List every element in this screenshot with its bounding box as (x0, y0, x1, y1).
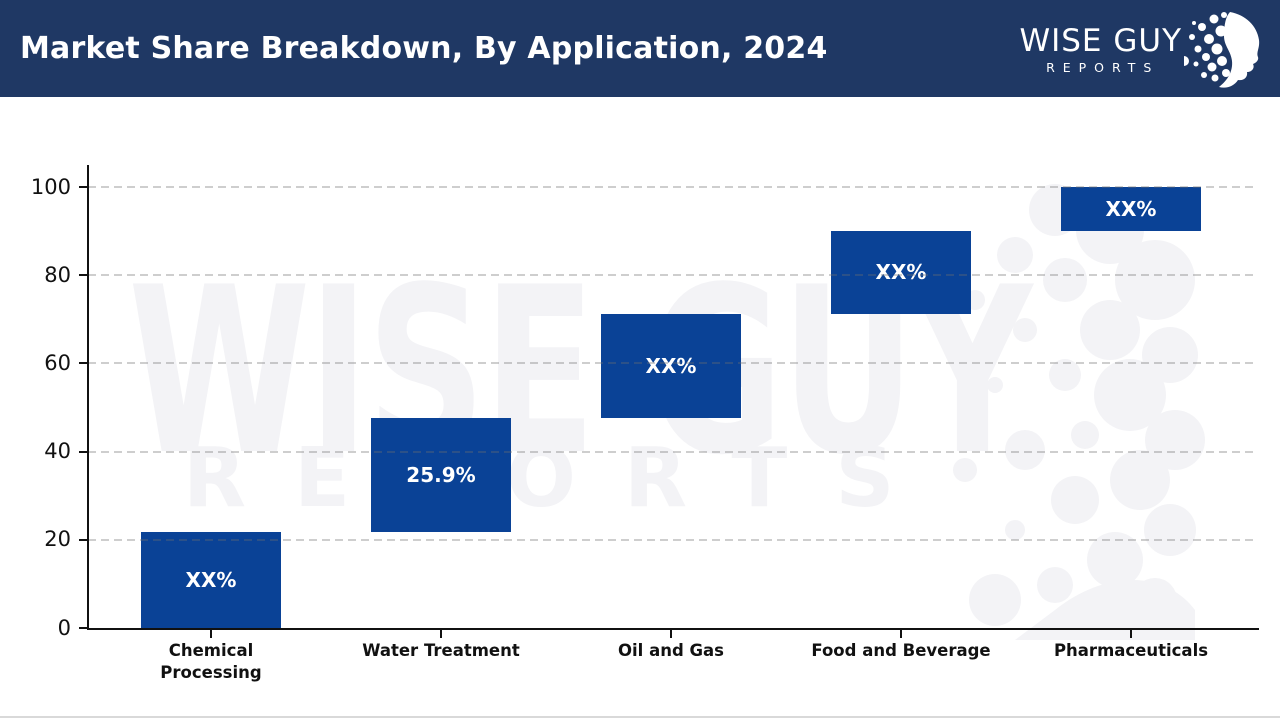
y-axis-line (87, 165, 89, 630)
y-tick-label: 0 (57, 615, 71, 640)
x-category-label: Pharmaceuticals (1053, 641, 1209, 660)
gridline (88, 362, 1258, 365)
x-category-label: Oil and Gas (617, 641, 725, 660)
y-axis-tick (79, 186, 87, 188)
bar-value-label: XX% (1105, 197, 1157, 222)
gridline (88, 450, 1258, 453)
brand-name: WISE GUY (1019, 23, 1182, 60)
gridline (88, 274, 1258, 277)
x-axis-tick (900, 630, 902, 638)
brand-logo: WISE GUY REPORTS (1019, 8, 1262, 92)
bar: XX% (141, 532, 281, 628)
y-axis-tick (79, 362, 87, 365)
x-category-label: Water Treatment (362, 641, 520, 660)
x-axis-tick (1130, 630, 1132, 638)
x-axis-tick (210, 630, 212, 638)
y-axis-tick (79, 450, 87, 453)
x-category-label: Chemical Processing (160, 641, 262, 682)
y-tick-label: 80 (44, 262, 71, 287)
brand-logo-text: WISE GUY REPORTS (1019, 25, 1182, 75)
bar: XX% (601, 313, 741, 419)
gridline (88, 186, 1258, 188)
bottom-border-line (0, 716, 1280, 718)
chart-title: Market Share Breakdown, By Application, … (20, 31, 828, 66)
bar-value-label: XX% (645, 353, 697, 378)
bar-value-label: XX% (185, 568, 237, 593)
y-tick-label: 40 (44, 439, 71, 464)
x-axis-tick (440, 630, 442, 638)
header-bar: Market Share Breakdown, By Application, … (0, 0, 1280, 97)
bar: XX% (831, 231, 971, 314)
gridline (88, 538, 1258, 541)
y-axis-tick (79, 538, 87, 541)
bar-value-label: 25.9% (406, 463, 476, 488)
y-tick-label: 20 (44, 527, 71, 552)
x-axis-line (87, 628, 1259, 630)
bar: 25.9% (371, 418, 511, 533)
brand-head-icon (1184, 12, 1260, 88)
y-tick-label: 60 (44, 350, 71, 375)
bar: XX% (1061, 187, 1201, 232)
y-tick-label: 100 (30, 174, 71, 199)
y-axis-tick (79, 627, 87, 629)
bar-value-label: XX% (875, 260, 927, 285)
x-category-label: Food and Beverage (811, 641, 991, 660)
x-axis-tick (670, 630, 672, 638)
y-axis-tick (79, 274, 87, 277)
brand-tagline: REPORTS (1046, 59, 1160, 75)
